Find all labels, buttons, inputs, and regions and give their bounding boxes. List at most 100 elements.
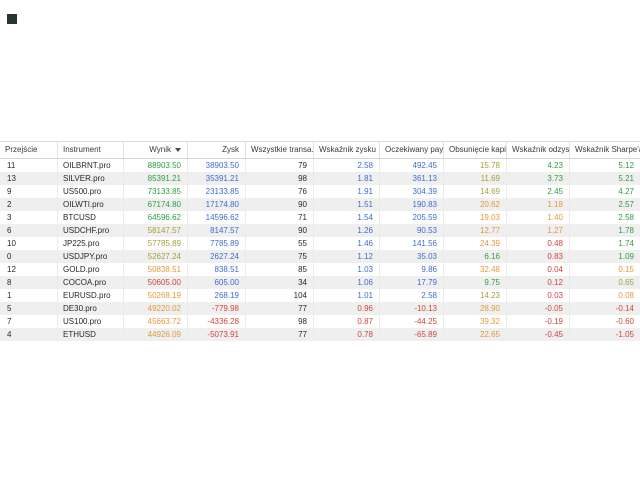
cell-pass: 0 xyxy=(0,250,58,263)
cell-result: 64596.62 xyxy=(124,211,188,224)
column-header-label: Wskaźnik zysku xyxy=(319,145,376,154)
cell-sharpe_ratio: 1.09 xyxy=(618,252,634,261)
cell-sharpe_ratio: -0.14 xyxy=(615,304,634,313)
table-row[interactable]: 5 DE30.pro 49220.02 -779.98 77 0.96 -10.13 28.9… xyxy=(0,302,640,315)
column-header-pass[interactable]: Przejście xyxy=(0,142,58,158)
cell-total_trades: 90 xyxy=(246,198,314,211)
cell-recovery_factor: 3.73 xyxy=(507,172,570,185)
cell-expected_payoff: -65.89 xyxy=(380,328,444,341)
column-header-expected_payoff[interactable]: Oczekiwany pay... xyxy=(380,142,444,158)
cell-profit: 38903.50 xyxy=(188,159,246,172)
table-header: Przejście Instrument Wynik Zysk Wszystkie tr… xyxy=(0,141,640,159)
cell-pass: 11 xyxy=(0,159,58,172)
cell-total_trades: 85 xyxy=(246,263,314,276)
cell-result: 50268.19 xyxy=(124,289,188,302)
cell-sharpe_ratio: 2.57 xyxy=(618,200,634,209)
cell-profit_factor: 1.46 xyxy=(314,237,380,250)
cell-pass: 13 xyxy=(0,172,58,185)
cell-instrument: US100.pro xyxy=(58,315,124,328)
cell-drawdown: 9.75 xyxy=(444,276,507,289)
cell-profit: 17174.80 xyxy=(188,198,246,211)
cell-expected_payoff: 492.45 xyxy=(380,159,444,172)
table-row[interactable]: 3 BTCUSD 64596.62 14596.62 71 1.54 205.59 19.03… xyxy=(0,211,640,224)
table-row[interactable]: 7 US100.pro 45663.72 -4336.28 98 0.87 -44.25 39… xyxy=(0,315,640,328)
cell-total_trades: 76 xyxy=(246,185,314,198)
cell-drawdown: 39.32 xyxy=(444,315,507,328)
cell-profit: 268.19 xyxy=(188,289,246,302)
cell-sharpe_ratio: 0.65 xyxy=(618,278,634,287)
cell-profit_factor: 1.06 xyxy=(314,276,380,289)
cell-recovery_factor: 0.03 xyxy=(507,289,570,302)
table-row[interactable]: 2 OILWTI.pro 67174.80 17174.80 90 1.51 190.83 2… xyxy=(0,198,640,211)
cell-pass: 9 xyxy=(0,185,58,198)
column-header-label: Przejście xyxy=(5,145,38,154)
cell-profit: -5073.91 xyxy=(188,328,246,341)
column-header-total_trades[interactable]: Wszystkie transa... xyxy=(246,142,314,158)
column-header-recovery_factor[interactable]: Wskaźnik odzysk... xyxy=(507,142,570,158)
cell-instrument: USDJPY.pro xyxy=(58,250,124,263)
cell-recovery_factor: 1.27 xyxy=(507,224,570,237)
cell-instrument: USDCHF.pro xyxy=(58,224,124,237)
column-header-drawdown[interactable]: Obsunięcie kapit... xyxy=(444,142,507,158)
cell-instrument: COCOA.pro xyxy=(58,276,124,289)
column-header-label: Wskaźnik odzysk... xyxy=(512,145,570,154)
cell-instrument: BTCUSD xyxy=(58,211,124,224)
cell-profit_factor: 0.78 xyxy=(314,328,380,341)
cell-profit_factor: 1.54 xyxy=(314,211,380,224)
column-header-profit[interactable]: Zysk xyxy=(188,142,246,158)
cell-drawdown: 28.90 xyxy=(444,302,507,315)
cell-profit_factor: 1.81 xyxy=(314,172,380,185)
cell-pass: 7 xyxy=(0,315,58,328)
cell-instrument: GOLD.pro xyxy=(58,263,124,276)
cell-drawdown: 12.77 xyxy=(444,224,507,237)
cell-recovery_factor: 0.48 xyxy=(507,237,570,250)
cell-total_trades: 79 xyxy=(246,159,314,172)
cell-drawdown: 32.48 xyxy=(444,263,507,276)
table-row[interactable]: 13 SILVER.pro 85391.21 35391.21 98 1.81 361.13… xyxy=(0,172,640,185)
cell-recovery_factor: 0.04 xyxy=(507,263,570,276)
cell-instrument: JP225.pro xyxy=(58,237,124,250)
table-row[interactable]: 6 USDCHF.pro 58147.57 8147.57 90 1.26 90.53 12.… xyxy=(0,224,640,237)
cell-drawdown: 22.65 xyxy=(444,328,507,341)
cell-result: 88903.50 xyxy=(124,159,188,172)
table-row[interactable]: 8 COCOA.pro 50605.00 605.00 34 1.06 17.79 9.75 0… xyxy=(0,276,640,289)
cell-instrument: US500.pro xyxy=(58,185,124,198)
column-header-label: Wszystkie transa... xyxy=(251,145,314,154)
cell-drawdown: 11.69 xyxy=(444,172,507,185)
table-row[interactable]: 1 EURUSD.pro 50268.19 268.19 104 1.01 2.58 14.2… xyxy=(0,289,640,302)
cell-recovery_factor: 1.18 xyxy=(507,198,570,211)
column-header-label: Oczekiwany pay... xyxy=(385,145,444,154)
cell-recovery_factor: 0.12 xyxy=(507,276,570,289)
cell-pass: 12 xyxy=(0,263,58,276)
cell-drawdown: 19.03 xyxy=(444,211,507,224)
cell-expected_payoff: -10.13 xyxy=(380,302,444,315)
cell-instrument: ETHUSD xyxy=(58,328,124,341)
cell-recovery_factor: -0.19 xyxy=(507,315,570,328)
table-row[interactable]: 11 OILBRNT.pro 88903.50 38903.50 79 2.58 492.4… xyxy=(0,159,640,172)
column-header-result[interactable]: Wynik xyxy=(124,142,188,158)
cell-profit_factor: 1.26 xyxy=(314,224,380,237)
table-row[interactable]: 4 ETHUSD 44926.09 -5073.91 77 0.78 -65.89 22.65… xyxy=(0,328,640,341)
cell-profit_factor: 2.58 xyxy=(314,159,380,172)
cell-instrument: SILVER.pro xyxy=(58,172,124,185)
column-header-instrument[interactable]: Instrument xyxy=(58,142,124,158)
table-row[interactable]: 0 USDJPY.pro 52627.24 2627.24 75 1.12 35.03 6.1… xyxy=(0,250,640,263)
cell-pass: 3 xyxy=(0,211,58,224)
cell-profit: 7785.89 xyxy=(188,237,246,250)
cell-instrument: DE30.pro xyxy=(58,302,124,315)
cell-profit: 838.51 xyxy=(188,263,246,276)
cell-expected_payoff: 361.13 xyxy=(380,172,444,185)
cell-profit: 14596.62 xyxy=(188,211,246,224)
cell-total_trades: 34 xyxy=(246,276,314,289)
table-row[interactable]: 12 GOLD.pro 50838.51 838.51 85 1.03 9.86 32.48 0… xyxy=(0,263,640,276)
table-row[interactable]: 10 JP225.pro 57785.89 7785.89 55 1.46 141.56 24… xyxy=(0,237,640,250)
cell-total_trades: 77 xyxy=(246,328,314,341)
table-body: 11 OILBRNT.pro 88903.50 38903.50 79 2.58 492.4… xyxy=(0,159,640,341)
cell-result: 67174.80 xyxy=(124,198,188,211)
cell-sharpe_ratio: 1.78 xyxy=(618,226,634,235)
column-header-sharpe_ratio[interactable]: Wskaźnik Sharpe'a xyxy=(570,142,640,158)
table-row[interactable]: 9 US500.pro 73133.85 23133.85 76 1.91 304.39 14… xyxy=(0,185,640,198)
column-header-profit_factor[interactable]: Wskaźnik zysku xyxy=(314,142,380,158)
cell-profit: -4336.28 xyxy=(188,315,246,328)
